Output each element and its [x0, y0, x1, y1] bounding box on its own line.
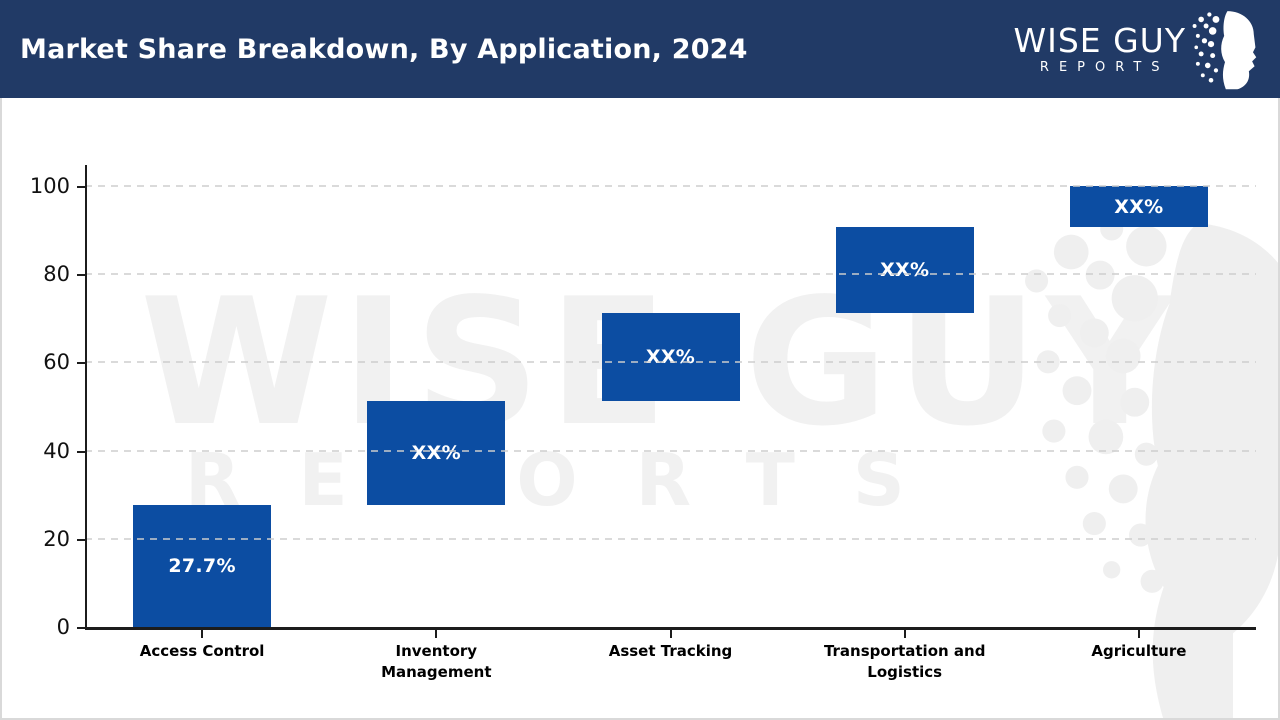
x-tick-1	[201, 630, 204, 638]
bar-2: XX%	[367, 400, 506, 505]
y-tick-label-100: 100	[29, 174, 70, 198]
y-tick-label-40: 40	[43, 438, 70, 463]
brand-logo: WISE GUY REPORTS	[1013, 0, 1262, 98]
x-tick-4	[903, 630, 906, 638]
bar-value-label: XX%	[645, 345, 696, 368]
bar-value-label: XX%	[1114, 195, 1164, 218]
bar-1: 27.7%	[133, 504, 272, 627]
header: Market Share Breakdown, By Application, …	[0, 0, 1280, 98]
category-label-2: Inventory Management	[321, 641, 551, 683]
brand-name: WISE GUY	[1013, 21, 1186, 60]
category-label-line: Asset Tracking	[608, 642, 733, 660]
x-tick-5	[1137, 630, 1140, 638]
watermark-text-reports: REPORTS	[185, 438, 963, 522]
brand-head-icon	[1192, 11, 1257, 90]
y-tick-20	[77, 538, 85, 541]
category-label-line: Access Control	[139, 642, 265, 660]
gridline-100	[85, 185, 1256, 187]
y-tick-60	[77, 362, 85, 365]
y-axis-line	[85, 165, 87, 630]
category-label-line: Inventory	[395, 642, 478, 660]
x-axis-line	[85, 627, 1256, 630]
y-tick-40	[77, 450, 85, 453]
y-tick-label-60: 60	[43, 350, 70, 375]
bar-5: XX%	[1069, 186, 1208, 227]
category-label-line: Agriculture	[1091, 642, 1187, 660]
gridline-20	[85, 537, 1256, 540]
brand-subname: REPORTS	[1039, 60, 1170, 75]
category-label-line: Transportation and	[823, 642, 986, 660]
gridline-60	[85, 361, 1256, 364]
y-tick-label-0: 0	[56, 615, 70, 639]
y-tick-100	[77, 186, 85, 188]
category-label-3: Asset Tracking	[556, 641, 786, 662]
bar-value-label: 27.7%	[168, 554, 236, 577]
bar-3: XX%	[601, 313, 740, 401]
y-tick-label-80: 80	[43, 262, 70, 287]
bar-4: XX%	[835, 227, 974, 313]
y-tick-80	[77, 274, 85, 277]
bar-value-label: XX%	[411, 441, 461, 464]
category-label-1: Access Control	[87, 641, 317, 662]
category-label-line: Management	[381, 663, 492, 681]
gridline-40	[85, 449, 1256, 452]
bar-value-label: XX%	[880, 258, 930, 281]
x-tick-3	[669, 630, 672, 638]
gridline-80	[85, 273, 1256, 276]
category-label-4: Transportation and Logistics	[790, 641, 1020, 683]
y-tick-label-20: 20	[43, 526, 70, 551]
category-label-5: Agriculture	[1024, 641, 1254, 662]
y-tick-0	[77, 627, 85, 629]
brand-text: WISE GUY REPORTS	[1013, 24, 1186, 74]
chart-title: Market Share Breakdown, By Application, …	[20, 33, 748, 65]
watermark-head-icon	[1025, 217, 1280, 720]
category-label-line: Logistics	[867, 663, 943, 681]
x-tick-2	[435, 630, 438, 638]
